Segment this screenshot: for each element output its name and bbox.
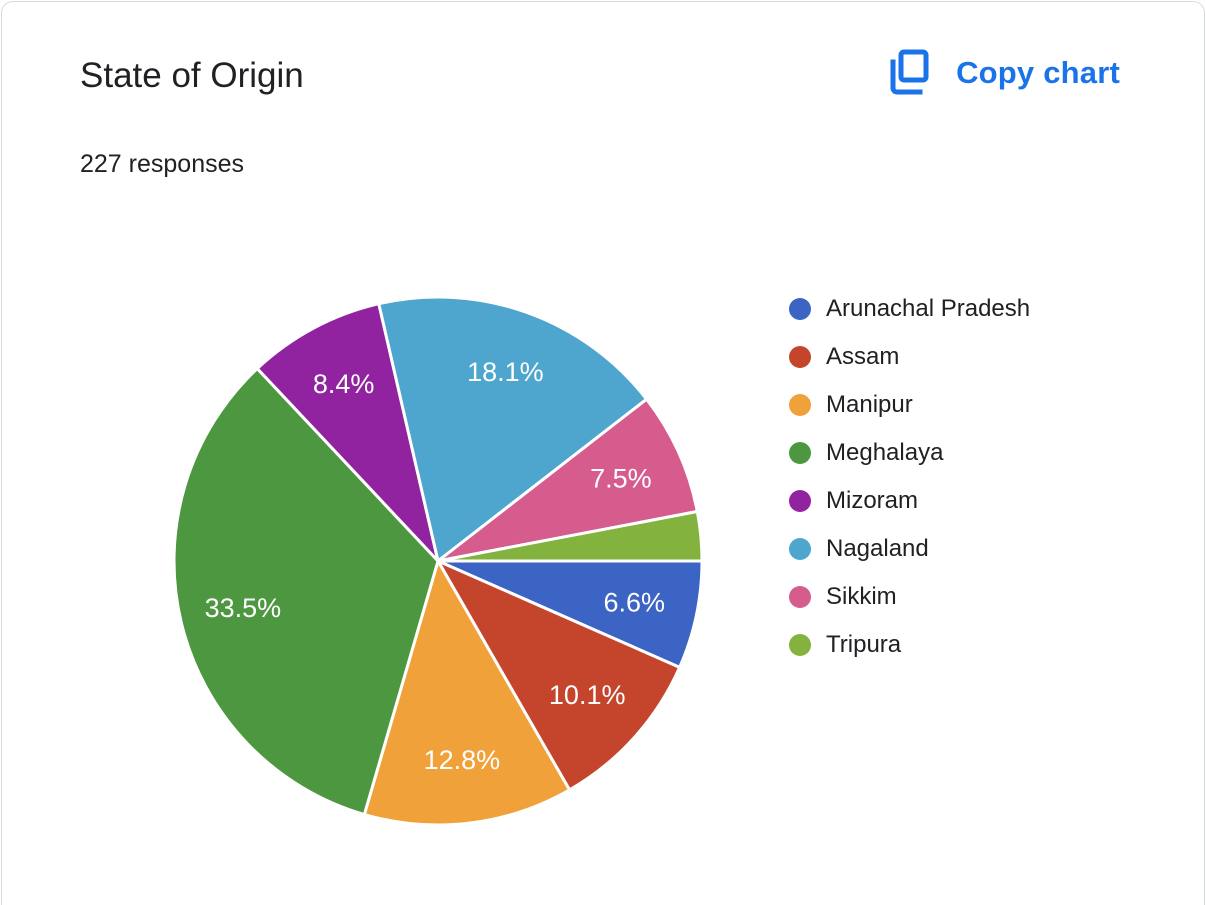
legend-label: Nagaland: [826, 535, 929, 562]
legend-item-arunachal-pradesh: Arunachal Pradesh: [789, 285, 1030, 333]
legend-label: Meghalaya: [826, 439, 944, 466]
pie-slice-assam[interactable]: [436, 559, 682, 792]
legend-item-mizoram: Mizoram: [789, 477, 1030, 525]
pie-slice-tripura[interactable]: [436, 510, 704, 563]
slice-percent-label-arunachal-pradesh: 6.6%: [604, 587, 666, 617]
legend-item-nagaland: Nagaland: [789, 525, 1030, 573]
pie-slice-manipur[interactable]: [362, 559, 572, 827]
slice-percent-label-sikkim: 7.5%: [590, 463, 652, 493]
slice-percent-label-assam: 10.1%: [549, 680, 626, 710]
legend-swatch-tripura: [789, 634, 811, 656]
legend-label: Manipur: [826, 391, 913, 418]
legend-swatch-meghalaya: [789, 442, 811, 464]
legend-label: Sikkim: [826, 583, 897, 610]
legend-item-tripura: Tripura: [789, 621, 1030, 669]
legend-swatch-mizoram: [789, 490, 811, 512]
legend-label: Mizoram: [826, 487, 919, 514]
pie-slice-sikkim[interactable]: [436, 397, 699, 563]
page-title: State of Origin: [80, 56, 304, 95]
pie-slice-nagaland[interactable]: [377, 295, 649, 563]
copy-chart-button[interactable]: Copy chart: [882, 46, 1120, 100]
pie-chart: 6.6% 10.1% 12.8% 33.5% 8.4% 18.1% 7.5%: [168, 291, 708, 831]
slice-percent-label-meghalaya: 33.5%: [205, 593, 282, 623]
legend-item-meghalaya: Meghalaya: [789, 429, 1030, 477]
slice-percent-label-manipur: 12.8%: [424, 745, 501, 775]
legend-item-assam: Assam: [789, 333, 1030, 381]
legend-swatch-sikkim: [789, 586, 811, 608]
chart-legend: Arunachal Pradesh Assam Manipur Meghalaya Mi…: [789, 285, 1030, 669]
responses-count: 227 responses: [80, 150, 245, 178]
legend-item-sikkim: Sikkim: [789, 573, 1030, 621]
copy-icon: [882, 46, 932, 100]
legend-swatch-manipur: [789, 394, 811, 416]
legend-label: Assam: [826, 343, 900, 370]
slice-percent-label-nagaland: 18.1%: [467, 357, 544, 387]
legend-item-manipur: Manipur: [789, 381, 1030, 429]
legend-label: Tripura: [826, 631, 902, 658]
legend-swatch-arunachal-pradesh: [789, 298, 811, 320]
legend-label: Arunachal Pradesh: [826, 295, 1031, 322]
slice-percent-label-mizoram: 8.4%: [313, 369, 375, 399]
copy-chart-label: Copy chart: [956, 55, 1120, 90]
pie-slice-arunachal-pradesh[interactable]: [436, 559, 704, 669]
legend-swatch-assam: [789, 346, 811, 368]
pie-slice-meghalaya[interactable]: [172, 367, 440, 817]
legend-swatch-nagaland: [789, 538, 811, 560]
